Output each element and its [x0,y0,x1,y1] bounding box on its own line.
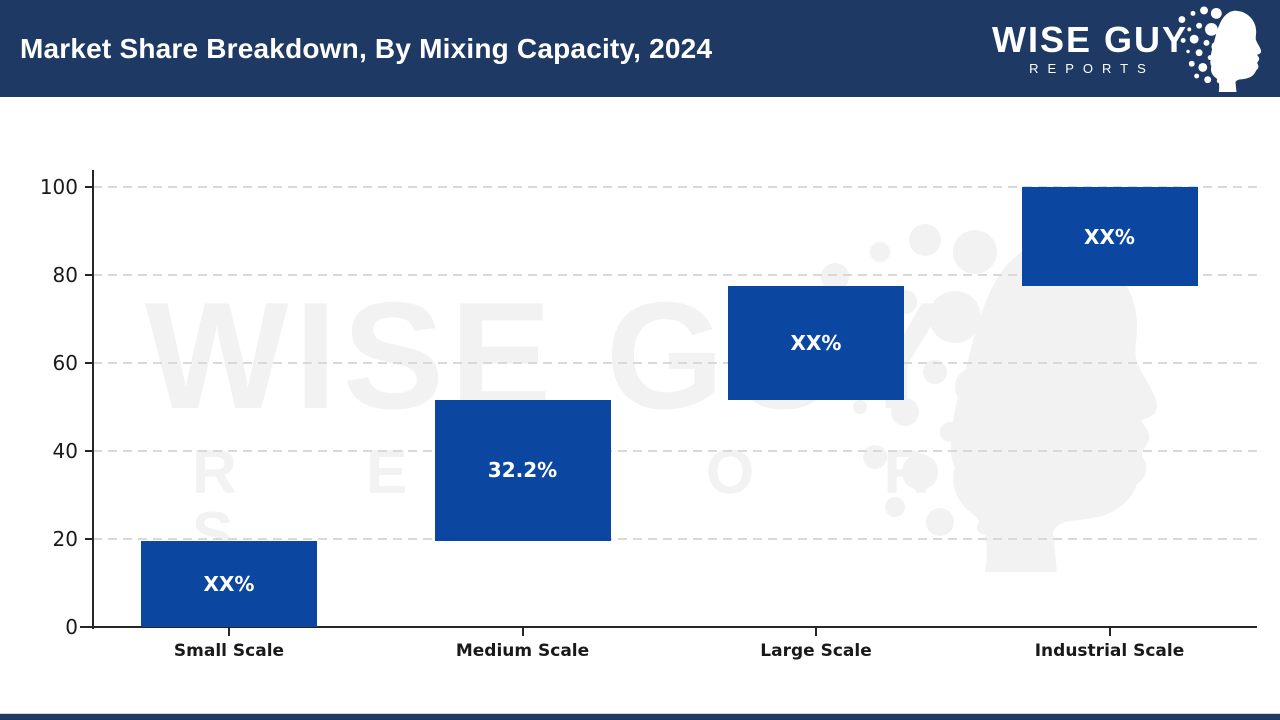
bar-value-label: XX% [1084,224,1135,249]
footer-rule [0,713,1280,714]
x-tick-label: Industrial Scale [1034,641,1185,661]
brand-name: WISE GUY [991,19,1188,60]
y-tick-label: 20 [52,527,78,551]
bar [434,399,611,542]
y-tick-mark [85,538,93,540]
x-tick-label: Medium Scale [455,641,590,661]
gridline [93,186,1257,188]
header-band: Market Share Breakdown, By Mixing Capaci… [0,0,1280,97]
y-tick-label: 0 [65,615,78,639]
bar-value-label: 32.2% [487,458,558,483]
x-tick-mark [1108,628,1111,636]
x-tick-mark [521,628,524,636]
brand-logo-text: WISE GUY REPORTS [991,19,1188,77]
footer-band [0,714,1280,720]
bar-value-label: XX% [203,572,255,597]
gridline [93,274,1257,276]
bar [728,286,904,400]
y-tick-label: 100 [39,175,78,199]
x-tick-label: Small Scale [173,641,285,661]
y-axis-line [92,170,94,629]
brand-logo: WISE GUY REPORTS [992,6,1266,92]
gridline [93,538,1257,540]
y-tick-label: 40 [52,439,78,463]
y-tick-label: 80 [52,263,78,287]
y-tick-label: 60 [52,351,78,375]
bar [141,541,317,627]
watermark-face-icon [821,224,1158,572]
brand-subname: REPORTS [1029,61,1155,76]
x-tick-mark [228,628,230,636]
x-axis-line [80,626,1257,628]
page-title: Market Share Breakdown, By Mixing Capaci… [20,32,713,64]
y-tick-mark [85,362,93,364]
dotted-head-icon [1178,6,1262,92]
x-tick-label: Large Scale [760,641,872,661]
gridline [93,362,1257,364]
y-tick-mark [85,186,93,188]
x-tick-mark [815,628,817,636]
bar-value-label: XX% [790,330,842,355]
y-tick-mark [85,274,93,276]
gridline [93,450,1257,452]
bar [1021,187,1198,287]
y-tick-mark [85,450,93,452]
